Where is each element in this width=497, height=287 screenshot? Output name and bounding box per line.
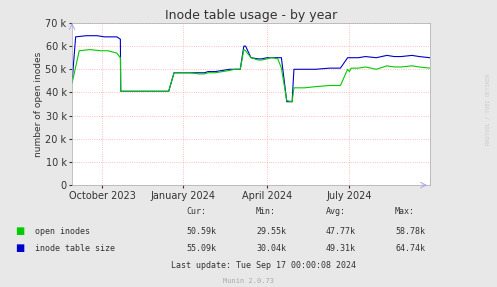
- Text: Last update: Tue Sep 17 00:00:08 2024: Last update: Tue Sep 17 00:00:08 2024: [171, 261, 356, 270]
- Text: Min:: Min:: [256, 207, 276, 216]
- Text: 64.74k: 64.74k: [395, 244, 425, 253]
- Text: 50.59k: 50.59k: [186, 227, 216, 236]
- Text: 58.78k: 58.78k: [395, 227, 425, 236]
- Text: Max:: Max:: [395, 207, 415, 216]
- Title: Inode table usage - by year: Inode table usage - by year: [165, 9, 337, 22]
- Text: Munin 2.0.73: Munin 2.0.73: [223, 278, 274, 284]
- Text: open inodes: open inodes: [35, 227, 90, 236]
- Text: 30.04k: 30.04k: [256, 244, 286, 253]
- Text: inode table size: inode table size: [35, 244, 115, 253]
- Text: 49.31k: 49.31k: [326, 244, 355, 253]
- Y-axis label: number of open inodes: number of open inodes: [34, 51, 43, 157]
- Text: 55.09k: 55.09k: [186, 244, 216, 253]
- Text: 47.77k: 47.77k: [326, 227, 355, 236]
- Text: Cur:: Cur:: [186, 207, 206, 216]
- Text: ■: ■: [15, 243, 24, 253]
- Text: 29.55k: 29.55k: [256, 227, 286, 236]
- Text: RRDTOOL / TOBI OETIKER: RRDTOOL / TOBI OETIKER: [486, 73, 491, 145]
- Text: Avg:: Avg:: [326, 207, 345, 216]
- Text: ■: ■: [15, 226, 24, 236]
